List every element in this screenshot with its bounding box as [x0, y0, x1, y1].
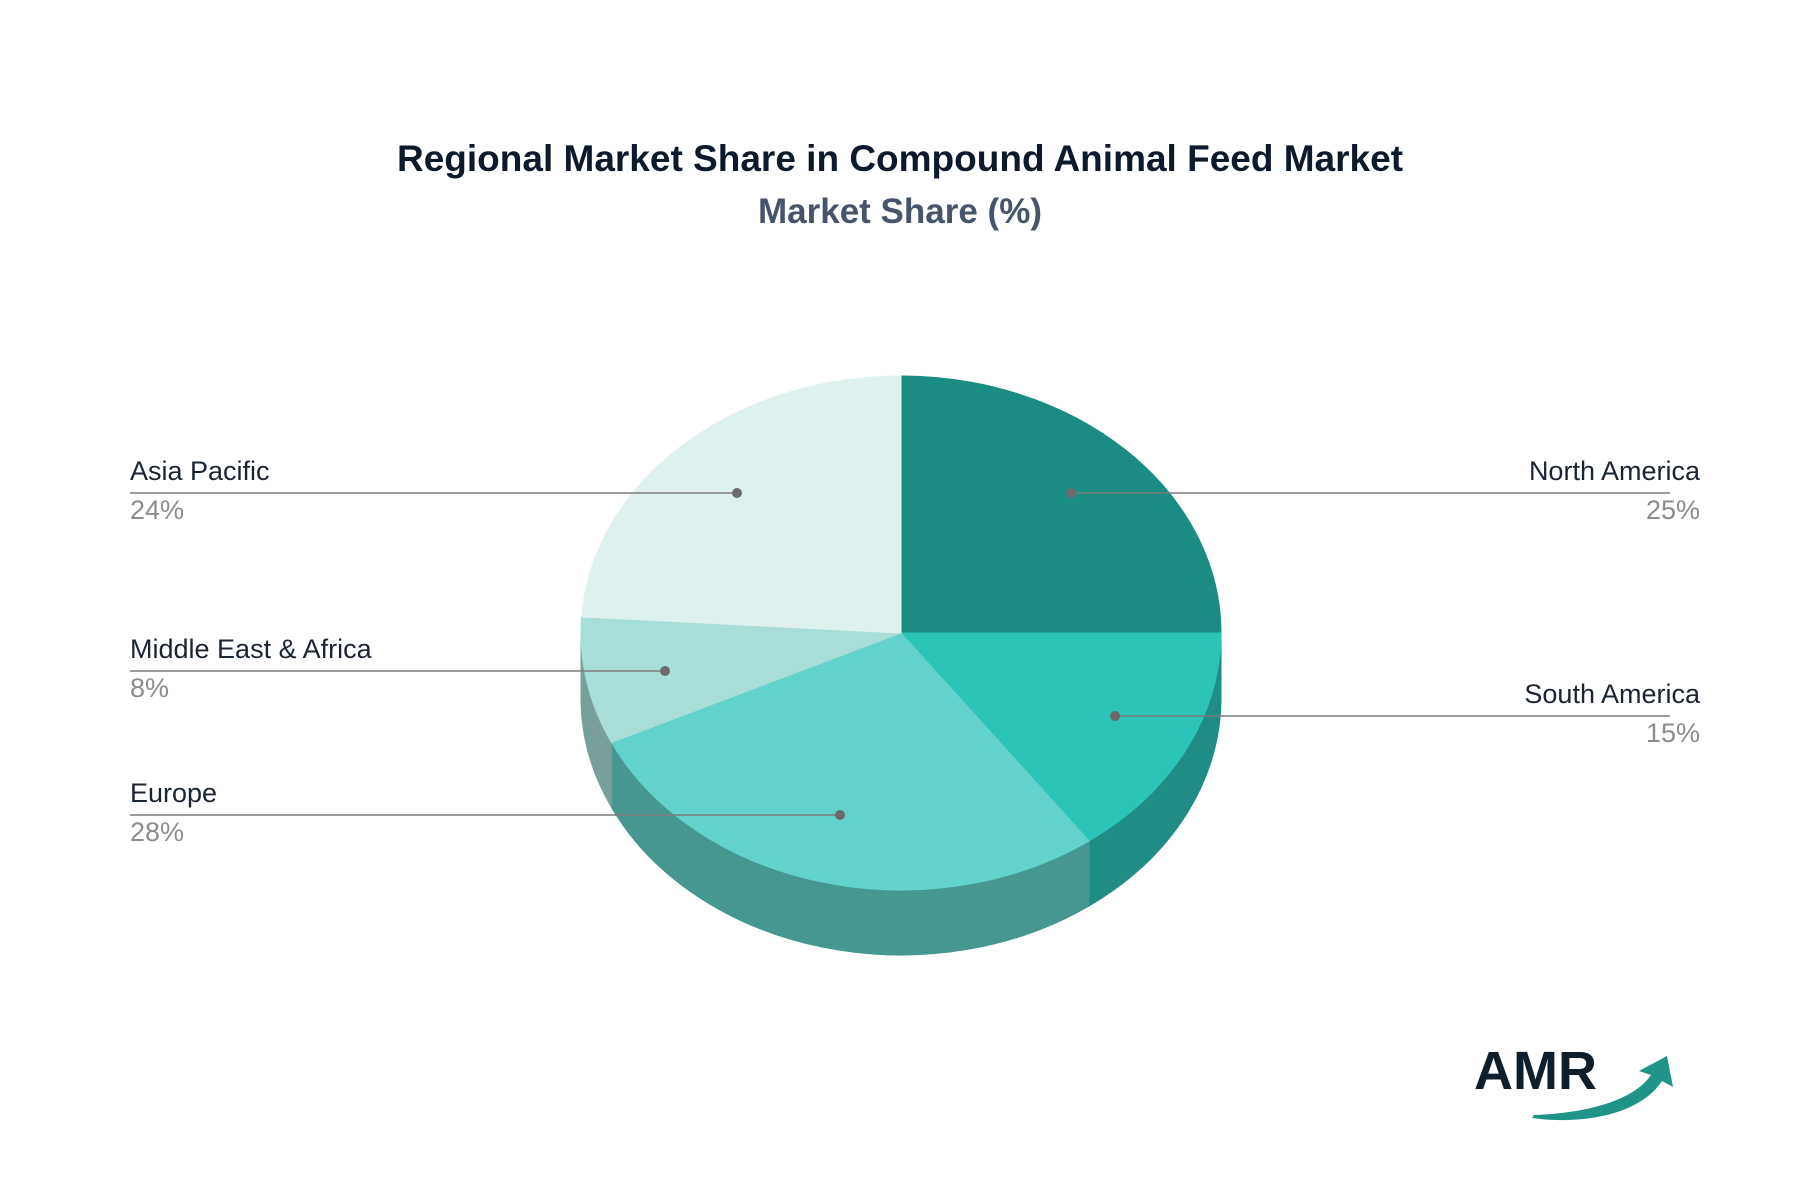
svg-text:AMR: AMR: [1474, 1041, 1597, 1101]
